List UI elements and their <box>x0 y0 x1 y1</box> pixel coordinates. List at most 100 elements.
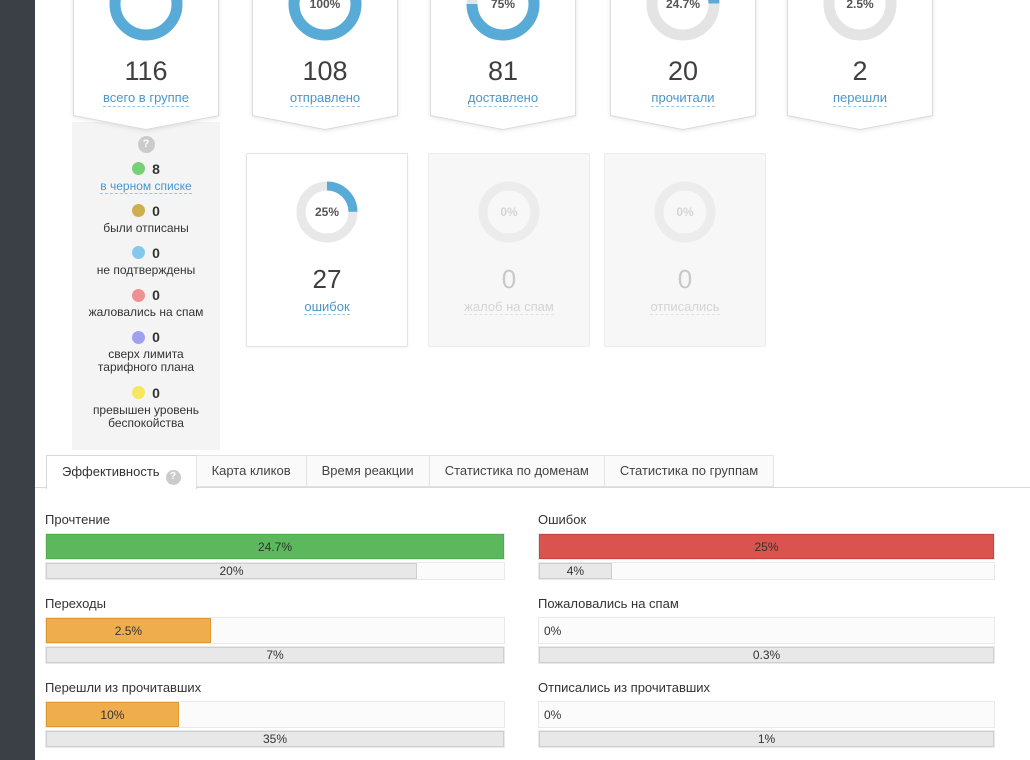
donut-percent-label: 2.5% <box>846 0 874 11</box>
tab-effectiveness[interactable]: Эффективность? <box>46 455 197 489</box>
metric-clicks-of-read: Перешли из прочитавших 10% 35% <box>45 680 505 748</box>
stat-card-total: 116 всего в группе <box>73 0 219 130</box>
stat-value-delivered: 81 <box>487 56 519 86</box>
donut-arc <box>109 0 183 41</box>
value-bar-label: 24.7% <box>257 539 293 554</box>
legend-item-blacklist: 8 в черном списке <box>72 160 220 194</box>
donut-ring <box>654 181 716 243</box>
legend-dot <box>132 330 146 344</box>
average-bar-label: 20% <box>219 564 244 578</box>
value-bar-fill: 25% <box>539 534 994 559</box>
stat-value-sent: 108 <box>302 56 348 86</box>
donut-ring <box>296 181 358 243</box>
average-bar: 20% <box>45 562 505 580</box>
stat-card-body: 2.5% 2 перешли <box>788 0 932 129</box>
errors-link[interactable]: ошибок <box>304 299 350 315</box>
stat-card-body: 116 всего в группе <box>74 0 218 129</box>
legend-count: 0 <box>152 384 160 401</box>
stat-link-total[interactable]: всего в группе <box>103 90 189 107</box>
donut-arc <box>288 0 362 41</box>
metrics-grid: Прочтение 24.7% 20% Ошибок 25% <box>45 512 995 748</box>
spam-complaints-value: 0 <box>501 264 517 294</box>
average-bar: 4% <box>538 562 995 580</box>
metric-spam-complaints: Пожаловались на спам 0% 0.3% <box>538 596 995 664</box>
spam-complaints-label: жалоб на спам <box>464 299 554 315</box>
donut-percent-label: 100% <box>309 0 341 11</box>
stat-card-read: 24.7% 20 прочитали <box>610 0 756 130</box>
stat-link-delivered[interactable]: доставлено <box>467 90 539 107</box>
legend-label-text: в черном списке <box>100 178 192 194</box>
value-bar-label: 2.5% <box>114 623 143 638</box>
average-bar-fill: 20% <box>46 563 417 579</box>
donut-arc <box>466 0 540 41</box>
average-bar-label: 35% <box>262 732 288 746</box>
legend-dot <box>132 204 146 218</box>
value-bar-fill: 10% <box>46 702 179 727</box>
donut-ring <box>466 0 540 41</box>
average-bar-fill: 35% <box>46 731 504 747</box>
value-bar-label: 0% <box>544 623 562 638</box>
spam-complaints-card: 0% 0 жалоб на спам <box>428 153 590 347</box>
donut-chart-read: 24.7% <box>645 0 721 42</box>
help-icon[interactable]: ? <box>165 469 181 485</box>
donut-ring <box>478 181 540 243</box>
effectiveness-panel: Прочтение 24.7% 20% Ошибок 25% <box>35 487 1030 760</box>
average-bar-fill: 1% <box>539 731 994 747</box>
unsubscribed-label: отписались <box>650 299 720 315</box>
average-bar-fill: 0.3% <box>539 647 994 663</box>
tab-domain-stats[interactable]: Статистика по доменам <box>428 455 605 487</box>
value-bar-fill: 2.5% <box>46 618 211 643</box>
stat-card-body: 100% 108 отправлено <box>253 0 397 129</box>
legend-label: были отписаны <box>103 220 189 235</box>
donut-chart-unsubscribed: 0% <box>653 180 717 244</box>
legend-items: 8 в черном списке 0 были отписаны 0 не п… <box>72 161 220 431</box>
errors-card: 25% 27 ошибок <box>246 153 408 347</box>
legend-label: не подтверждены <box>96 262 196 277</box>
stat-card-delivered: 75% 81 доставлено <box>430 0 576 130</box>
donut-percent-label: 75% <box>490 0 516 11</box>
tab-click-map[interactable]: Карта кликов <box>195 455 307 487</box>
metric-title: Пожаловались на спам <box>538 596 679 611</box>
stat-link-sent[interactable]: отправлено <box>289 90 361 107</box>
tab-group-stats[interactable]: Статистика по группам <box>603 455 775 487</box>
donut-chart-sent: 100% <box>287 0 363 42</box>
average-bar-label: 4% <box>566 564 585 578</box>
legend-count: 0 <box>152 244 160 261</box>
average-bar-fill: 4% <box>539 563 612 579</box>
average-bar: 1% <box>538 730 995 748</box>
stat-card-clicked: 2.5% 2 перешли <box>787 0 933 130</box>
unsubscribed-card: 0% 0 отписались <box>604 153 766 347</box>
errors-value: 27 <box>312 264 342 294</box>
donut-chart-clicked: 2.5% <box>822 0 898 42</box>
legend-label: сверх лимита тарифного плана <box>97 347 195 375</box>
metric-unsub-of-read: Отписались из прочитавших 0% 1% <box>538 680 995 748</box>
donut-arc <box>296 181 358 243</box>
legend-dot <box>132 288 146 302</box>
donut-track <box>478 181 540 243</box>
legend-item-unconfirmed: 0 не подтверждены <box>72 245 220 277</box>
value-bar: 25% <box>538 533 995 560</box>
value-bar: 0% <box>538 617 995 644</box>
legend-item-spam-complaint: 0 жаловались на спам <box>72 287 220 319</box>
legend-item-unsubscribed: 0 были отписаны <box>72 203 220 235</box>
legend-link-blacklist[interactable]: в черном списке <box>72 178 220 194</box>
help-icon[interactable]: ? <box>137 135 155 153</box>
stat-link-read[interactable]: прочитали <box>651 90 715 107</box>
legend-label: превышен уровень беспокойства <box>92 402 200 430</box>
legend-label: жаловались на спам <box>88 305 204 320</box>
metric-clicks: Переходы 2.5% 7% <box>45 596 505 664</box>
metric-read: Прочтение 24.7% 20% <box>45 512 505 580</box>
average-bar-fill: 7% <box>46 647 504 663</box>
average-bar-label: 7% <box>266 648 284 662</box>
stat-card-sent: 100% 108 отправлено <box>252 0 398 130</box>
stat-card-body: 24.7% 20 прочитали <box>611 0 755 129</box>
stat-link-clicked[interactable]: перешли <box>832 90 887 107</box>
legend-item-over-limit: 0 сверх лимита тарифного плана <box>72 329 220 374</box>
legend-dot <box>132 246 146 260</box>
tab-reaction-time[interactable]: Время реакции <box>305 455 430 487</box>
average-bar: 7% <box>45 646 505 664</box>
legend-count: 8 <box>152 160 160 177</box>
average-bar: 0.3% <box>538 646 995 664</box>
average-bar-label: 0.3% <box>752 648 781 662</box>
